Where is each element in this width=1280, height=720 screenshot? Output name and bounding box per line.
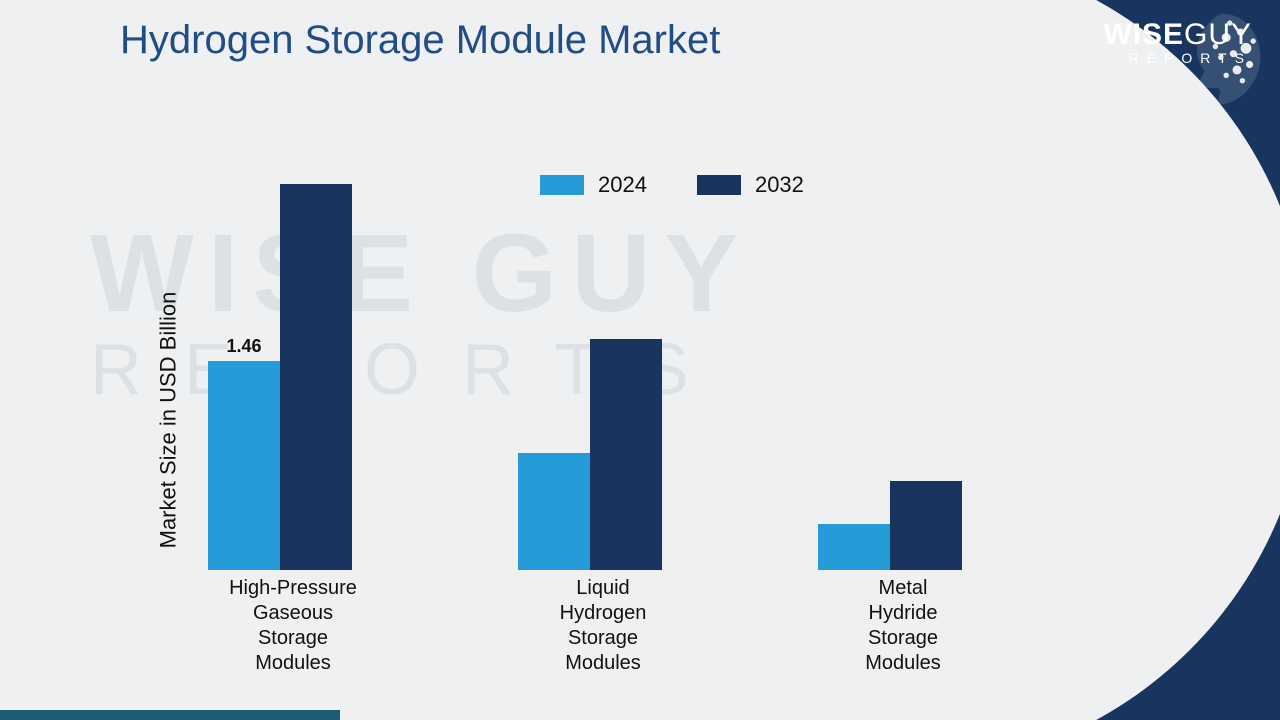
bar [208,361,280,570]
legend-item: 2024 [540,172,647,198]
bar [590,339,662,570]
legend-label: 2024 [598,172,647,198]
infographic-canvas: WISEGUY REPORTS Hydrogen Storage Module … [0,0,1280,720]
chart-legend: 2024 2032 [540,172,804,198]
x-axis-label: MetalHydrideStorageModules [803,576,1003,676]
bar [818,524,890,570]
bar [280,184,352,570]
legend-swatch [540,175,584,195]
brand-line1a: WISE [1103,18,1184,51]
legend-item: 2032 [697,172,804,198]
plot-area: 1.46High-PressureGaseousStorageModulesLi… [118,170,958,570]
legend-label: 2032 [755,172,804,198]
x-axis-label: LiquidHydrogenStorageModules [503,576,703,676]
brand-logo: WISEGUY REPORTS [1103,18,1252,66]
bar-value-label: 1.46 [208,336,280,357]
bar [890,481,962,570]
legend-swatch [697,175,741,195]
brand-line1b: GUY [1184,18,1252,51]
x-axis-label: High-PressureGaseousStorageModules [193,576,393,676]
chart: Market Size in USD Billion 1.46High-Pres… [70,170,970,670]
page-title: Hydrogen Storage Module Market [120,18,720,63]
brand-line2: REPORTS [1103,50,1252,66]
bar [518,453,590,570]
bottom-accent-stripe [0,710,340,720]
